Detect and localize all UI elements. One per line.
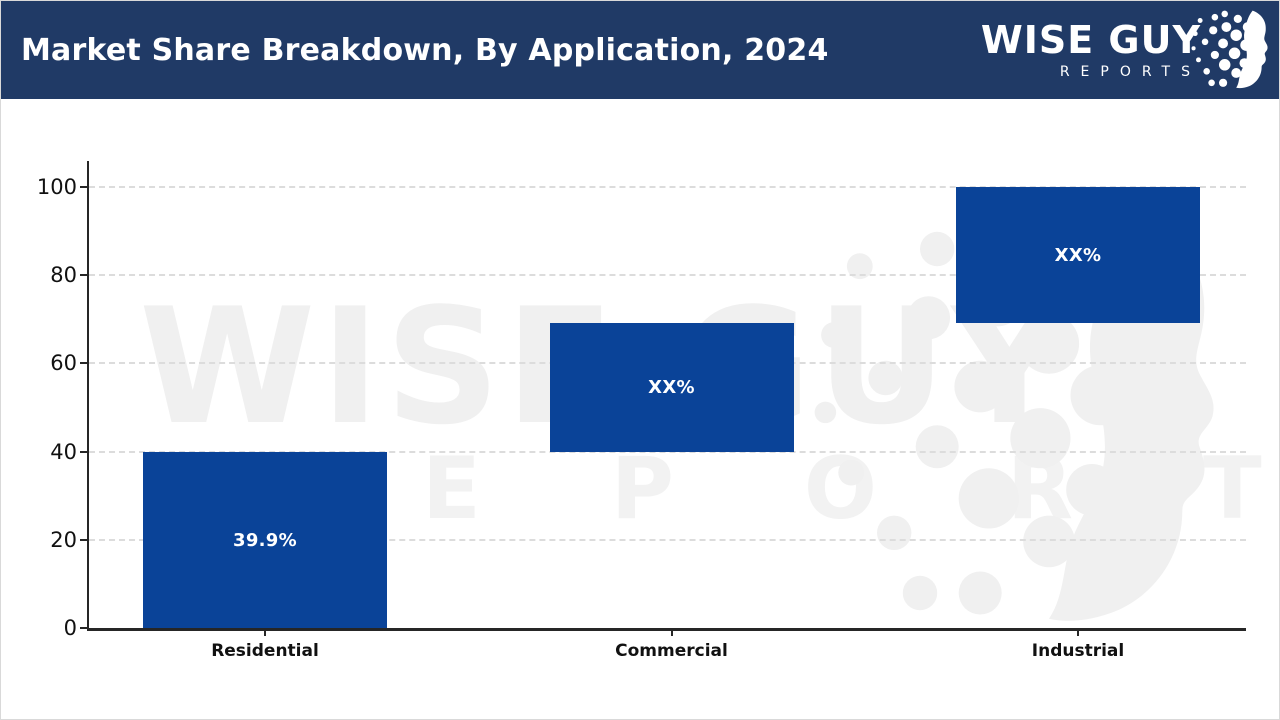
y-tick-80 xyxy=(80,274,89,277)
category-label-commercial: Commercial xyxy=(615,641,728,661)
category-label-industrial: Industrial xyxy=(1031,641,1125,661)
bar-industrial: XX% xyxy=(956,187,1200,324)
x-axis xyxy=(87,628,1246,631)
gridline-100 xyxy=(89,186,1246,188)
y-tick-label-40: 40 xyxy=(50,439,77,464)
y-tick-40 xyxy=(80,450,89,453)
gridline-80 xyxy=(89,274,1246,277)
y-tick-label-0: 0 xyxy=(63,616,77,640)
y-axis xyxy=(87,161,89,630)
y-tick-20 xyxy=(80,538,89,541)
y-tick-label-100: 100 xyxy=(36,175,77,199)
logo-text: WISE GUY REPORTS xyxy=(981,21,1201,80)
category-label-residential: Residential xyxy=(211,641,319,661)
bar-value-label-commercial: XX% xyxy=(648,377,695,399)
y-tick-label-80: 80 xyxy=(50,263,77,288)
bar-value-label-residential: 39.9% xyxy=(233,529,297,551)
logo-reports-text: REPORTS xyxy=(1059,63,1201,80)
wise-guy-reports-logo: WISE GUY REPORTS xyxy=(981,7,1280,93)
y-tick-label-60: 60 xyxy=(50,351,77,376)
gridline-20 xyxy=(89,538,1246,541)
y-tick-0 xyxy=(80,627,89,629)
x-tick-commercial xyxy=(670,628,673,636)
header-bar: Market Share Breakdown, By Application, … xyxy=(1,1,1280,99)
y-tick-label-20: 20 xyxy=(50,527,77,552)
y-tick-100 xyxy=(80,186,89,188)
chart-title: Market Share Breakdown, By Application, … xyxy=(21,32,829,68)
x-tick-residential xyxy=(264,628,266,636)
bar-value-label-industrial: XX% xyxy=(1054,244,1102,266)
bar-commercial: XX% xyxy=(549,323,794,453)
y-tick-60 xyxy=(80,362,89,365)
bar-residential: 39.9% xyxy=(143,452,387,628)
x-tick-industrial xyxy=(1077,628,1079,636)
logo-wise-guy-text: WISE GUY xyxy=(980,17,1201,62)
